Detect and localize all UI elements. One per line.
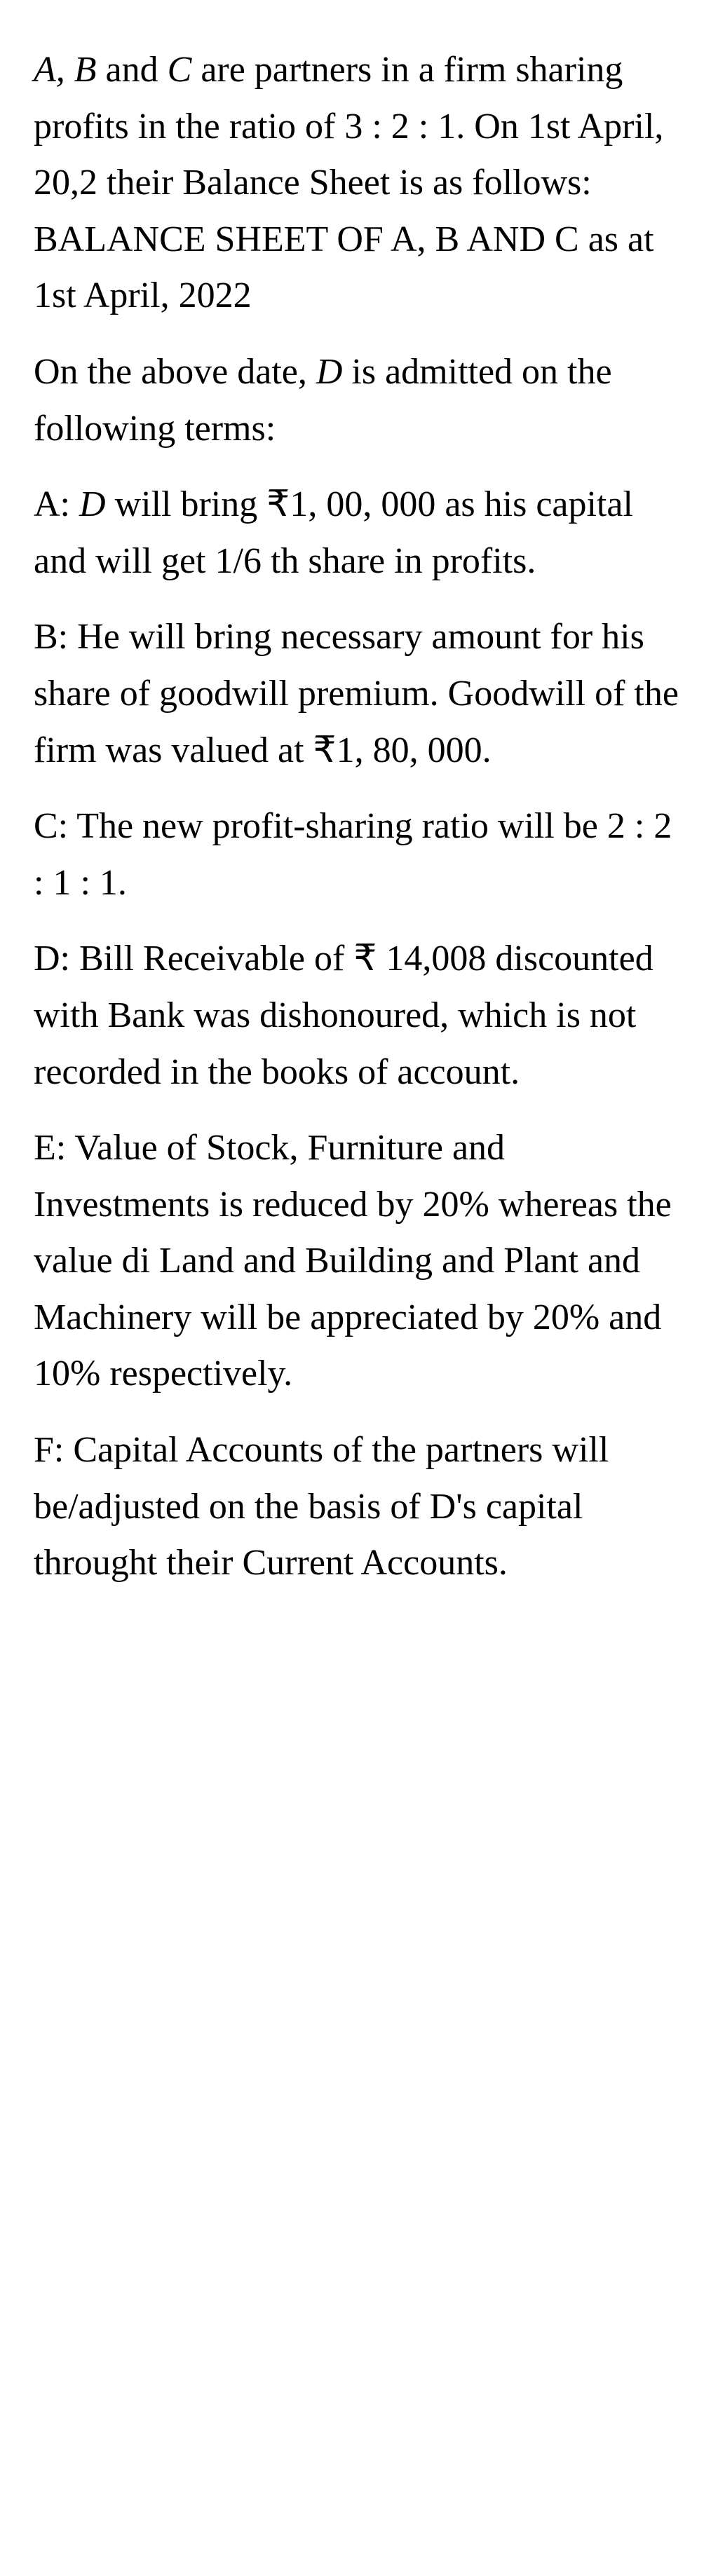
item-b-amt: ₹1, 80, 000 — [313, 730, 482, 770]
item-e-pct3: 10% — [34, 1354, 100, 1393]
item-d-label: D: — [34, 939, 79, 979]
item-c-text1: The new profit-sharing ratio will be — [76, 806, 607, 846]
item-c: C: The new profit-sharing ratio will be … — [34, 798, 684, 911]
item-b-end: . — [482, 730, 492, 770]
intro-paragraph: A, B and C are partners in a firm sharin… — [34, 42, 684, 325]
item-f-label: F: — [34, 1430, 73, 1470]
admit-paragraph: On the above date, D is admitted on the … — [34, 344, 684, 457]
item-c-label: C: — [34, 806, 76, 846]
item-b: B: He will bring necessary amount for hi… — [34, 609, 684, 779]
item-a-d: D — [79, 484, 106, 524]
item-a: A: D will bring ₹1, 00, 000 as his capit… — [34, 477, 684, 590]
item-a-amt: ₹1, 00, 000 — [266, 484, 435, 524]
item-a-end: th share in profits. — [262, 541, 536, 581]
item-d: D: Bill Receivable of ₹ 14,008 discounte… — [34, 931, 684, 1100]
item-e-and: and — [600, 1297, 661, 1337]
item-e-end: respectively. — [100, 1354, 292, 1393]
item-e-pct2: 20% — [533, 1297, 600, 1337]
item-e-label: E: — [34, 1128, 74, 1168]
question-body: A, B and C are partners in a firm sharin… — [34, 42, 684, 1592]
item-c-end: . — [118, 863, 127, 903]
item-b-label: B: — [34, 617, 77, 657]
item-a-label: A: — [34, 484, 79, 524]
partners-ab: A, B — [34, 50, 97, 90]
item-d-text: Bill Receivable of ₹ 14,008 discounted w… — [34, 939, 653, 1091]
and-word: and — [97, 50, 168, 90]
item-e-pct1: 20% — [423, 1185, 489, 1225]
item-a-frac: 1/6 — [215, 541, 262, 581]
partner-c: C — [168, 50, 192, 90]
admit-d: D — [316, 352, 343, 392]
item-e: E: Value of Stock, Furniture and Investm… — [34, 1120, 684, 1403]
item-f: F: Capital Accounts of the partners will… — [34, 1422, 684, 1592]
admit-prefix: On the above date, — [34, 352, 316, 392]
item-f-text: Capital Accounts of the partners will be… — [34, 1430, 609, 1583]
item-a-mid1: will bring — [106, 484, 267, 524]
ratio-1: 3 : 2 : 1 — [344, 107, 456, 146]
